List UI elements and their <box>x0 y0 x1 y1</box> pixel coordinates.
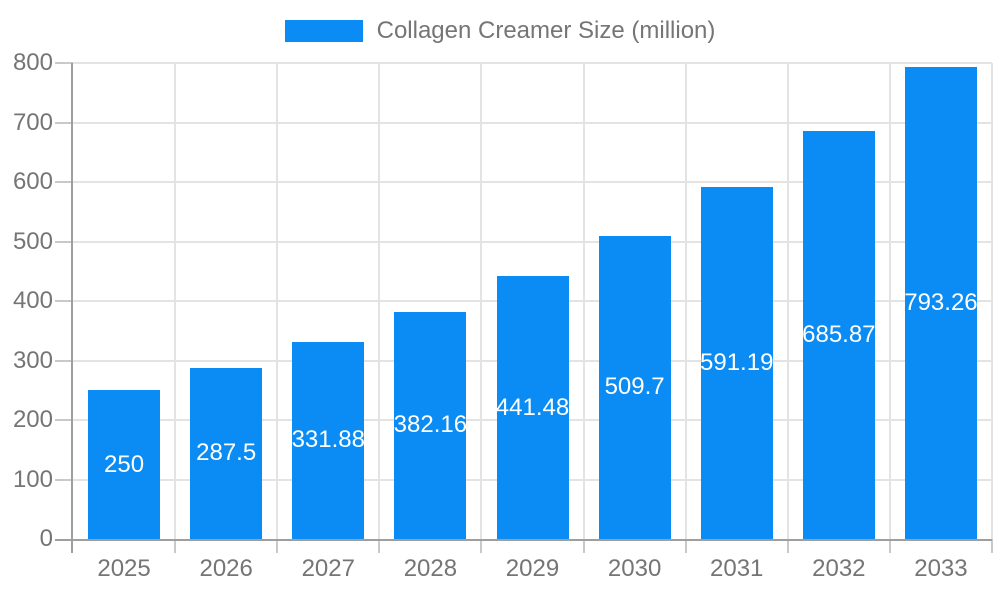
y-axis-tick-label: 500 <box>12 227 53 255</box>
y-gridline <box>73 121 992 124</box>
bar[interactable]: 441.48 <box>495 276 570 539</box>
bar[interactable]: 331.88 <box>291 341 365 539</box>
legend-item[interactable]: Collagen Creamer Size (million) <box>0 16 1000 46</box>
y-axis-tick <box>55 300 73 302</box>
y-axis-tick <box>55 181 73 183</box>
y-axis-tick-label: 400 <box>12 287 53 314</box>
bar-value-label: 331.88 <box>291 426 365 454</box>
x-axis-tick <box>582 539 585 553</box>
x-gridline <box>480 63 483 539</box>
bar-value-label: 509.7 <box>604 373 665 401</box>
x-axis-tick <box>174 539 177 553</box>
y-axis-tick-label: 800 <box>12 49 53 76</box>
x-gridline <box>684 63 687 539</box>
x-axis-line <box>55 539 992 541</box>
x-gridline <box>276 63 279 539</box>
y-axis-tick <box>55 419 73 421</box>
x-axis-tick <box>276 539 279 553</box>
bar[interactable]: 685.87 <box>802 130 876 539</box>
x-axis-tick <box>786 539 789 553</box>
legend-swatch <box>284 20 363 42</box>
plot-area: 0 100 200 300 400 500 600 700 800 250 2025 287.5 202… <box>13 51 993 581</box>
bar-value-label: 382.16 <box>393 411 468 439</box>
y-axis-tick-label: 0 <box>39 525 53 552</box>
x-axis-tick-label: 2027 <box>301 555 355 582</box>
x-axis-tick <box>991 539 993 553</box>
x-gridline <box>174 63 177 539</box>
bar-value-label: 685.87 <box>802 320 876 348</box>
x-axis-tick <box>480 539 483 553</box>
x-axis-tick-label: 2030 <box>607 555 662 582</box>
x-axis-tick-label: 2033 <box>914 555 968 582</box>
bar[interactable]: 287.5 <box>190 367 263 539</box>
y-gridline <box>73 181 992 183</box>
bar-value-label: 250 <box>104 450 145 478</box>
x-axis-tick-label: 2025 <box>97 555 151 582</box>
x-gridline <box>888 63 891 539</box>
x-axis-tick <box>684 539 687 553</box>
x-axis-tick <box>888 539 891 553</box>
y-axis-tick <box>55 62 73 64</box>
y-axis-tick <box>55 240 73 243</box>
bar[interactable]: 591.19 <box>700 187 774 539</box>
bar-value-label: 441.48 <box>495 393 570 421</box>
bar[interactable]: 793.26 <box>904 67 978 539</box>
legend-label: Collagen Creamer Size (million) <box>376 17 716 44</box>
bar-value-label: 591.19 <box>700 349 774 377</box>
bar-value-label: 287.5 <box>196 439 257 467</box>
y-axis-line <box>71 63 73 553</box>
bar[interactable]: 382.16 <box>393 311 468 539</box>
x-axis-tick-label: 2028 <box>403 555 458 582</box>
y-axis-tick-label: 700 <box>12 108 53 136</box>
y-axis-tick-label: 600 <box>12 168 53 195</box>
y-axis-tick-label: 200 <box>12 406 53 433</box>
x-gridline <box>582 63 585 539</box>
x-gridline <box>378 63 381 539</box>
bar-value-label: 793.26 <box>904 288 978 316</box>
y-axis-tick <box>55 359 73 362</box>
y-gridline <box>73 62 992 64</box>
x-axis-tick-label: 2032 <box>812 555 866 582</box>
x-gridline <box>786 63 789 539</box>
y-axis-tick <box>55 478 73 481</box>
y-axis-tick <box>55 121 73 124</box>
bar[interactable]: 250 <box>88 390 161 539</box>
x-axis-tick-label: 2029 <box>505 555 560 582</box>
x-axis-tick <box>378 539 381 553</box>
bar[interactable]: 509.7 <box>598 235 671 539</box>
y-axis-tick-label: 300 <box>12 346 53 374</box>
x-gridline <box>991 63 993 539</box>
y-axis-tick-label: 100 <box>12 465 53 493</box>
y-gridline <box>73 240 992 243</box>
x-axis-tick-label: 2031 <box>710 555 764 582</box>
x-axis-tick-label: 2026 <box>199 555 253 582</box>
